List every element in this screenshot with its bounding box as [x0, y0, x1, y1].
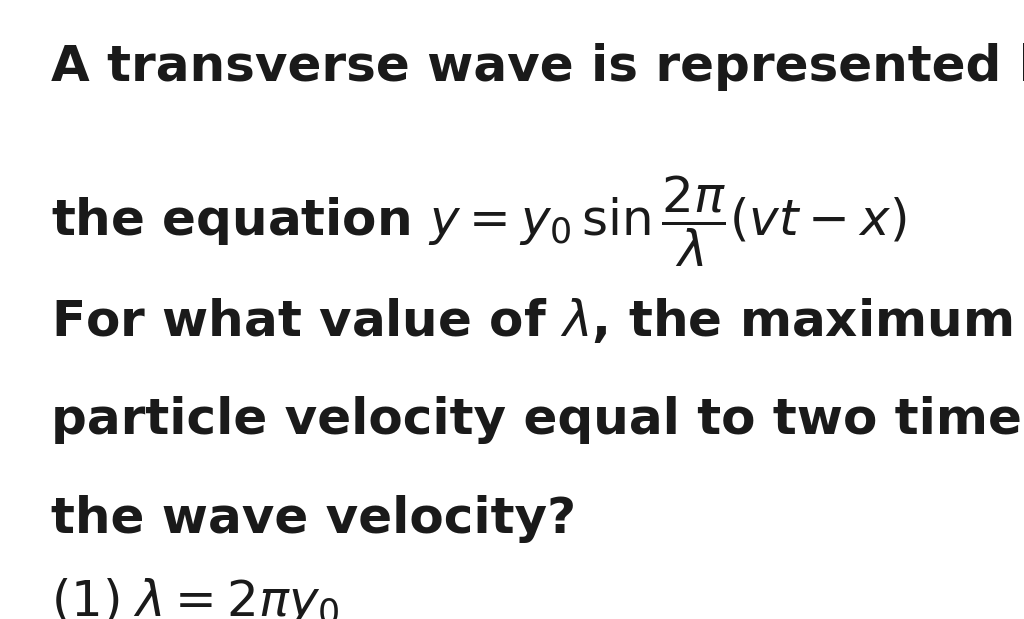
Text: the equation $y = y_0\,\sin\dfrac{2\pi}{\lambda}(vt - x)$: the equation $y = y_0\,\sin\dfrac{2\pi}{… [51, 173, 906, 269]
Text: $(1)\;\lambda = 2\pi y_0$: $(1)\;\lambda = 2\pi y_0$ [51, 576, 340, 619]
Text: A transverse wave is represented by: A transverse wave is represented by [51, 43, 1024, 92]
Text: For what value of $\lambda$, the maximum: For what value of $\lambda$, the maximum [51, 297, 1013, 346]
Text: the wave velocity?: the wave velocity? [51, 495, 577, 543]
Text: particle velocity equal to two times: particle velocity equal to two times [51, 396, 1024, 444]
